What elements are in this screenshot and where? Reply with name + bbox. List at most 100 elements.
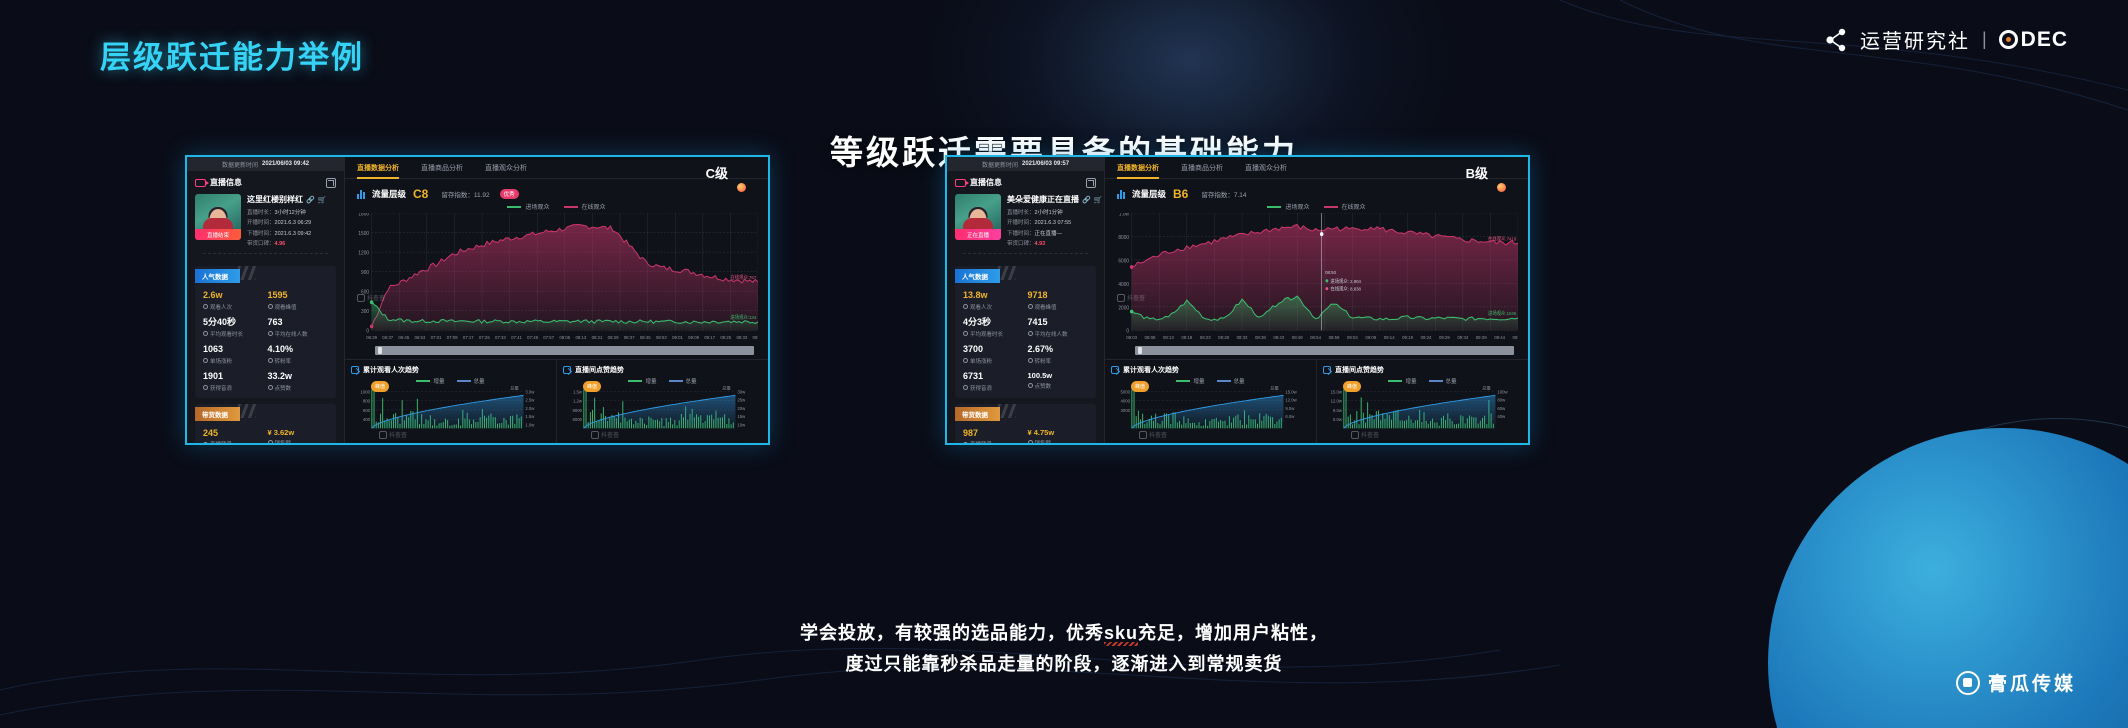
svg-text:09:44: 09:44 [1494,335,1505,340]
stat-grid: 2.6w 观看人次 1595 观看峰值 5分40秒 平均观看时长 763 平均在… [195,284,336,392]
anchor-avatar[interactable]: 正在直播 [955,194,1001,240]
watermark-box-icon [357,293,365,302]
svg-text:08:13: 08:13 [575,335,586,340]
chart-legend: 进场观众 在线观众 [345,202,768,211]
tab-2[interactable]: 直播观众分析 [1245,165,1287,172]
fans-icon [203,358,208,364]
stat-value: 3700 [963,343,984,354]
sub-chart-legend: 增量 总量 [563,377,762,385]
anchor-detail-value: 2021.6.3 09:42 [274,230,312,237]
svg-text:08:50: 08:50 [1325,270,1336,275]
sub-chart-svg: 1000 800 600 400 3.0w2.5w2.0w1.5w1.0w 增量… [360,386,535,429]
heart-icon [1027,383,1033,389]
anchor-avatar[interactable]: 直播结束 [195,194,241,240]
chart-scrollbar[interactable] [1135,346,1514,355]
svg-text:0: 0 [366,329,369,335]
stat-card-title: 带货数据 [195,406,240,421]
stat-value: 33.2w [267,370,293,381]
coin-icon [267,440,273,443]
stat-card-popularity: 人气数据 2.6w 观看人次 1595 观看峰值 5分40秒 平均观看时长 [195,266,336,398]
svg-text:6.0w: 6.0w [1333,417,1343,422]
stat-label: 直播销量 [963,440,1024,443]
dashboard-panel-c-level[interactable]: 数据更新时间 2021/06/03 09:42 直播信息 直播结束 [185,155,770,445]
tab-0[interactable]: 直播数据分析 [357,163,399,179]
expand-icon[interactable] [563,366,571,374]
stat-item: 7415 平均在线人数 [1027,317,1089,338]
svg-text:08:45: 08:45 [640,335,651,340]
tier-title: 流量层级 [1132,189,1167,199]
svg-text:1.0w: 1.0w [525,423,535,428]
caption-line-2: 度过只能靠秒杀品走量的阶段，逐渐进入到常规卖货 [845,654,1283,674]
anchor-detail-row: 带货口碑：4.96 [247,241,286,247]
anchor-detail-row: 下播时间：正在直播— [1007,230,1063,237]
external-link-icon[interactable] [326,177,336,188]
stat-value: 245 [203,427,219,438]
svg-text:08:28: 08:28 [1218,335,1229,340]
legend-item: 进场观众 [1267,202,1310,211]
tab-0[interactable]: 直播数据分析 [1117,163,1159,179]
scrollbar-grip[interactable] [1138,347,1142,354]
watermark-text: 膏瓜传媒 [1987,674,2076,695]
svg-text:06:45: 06:45 [398,335,409,340]
stat-card-slash [238,403,256,418]
coin-icon [1027,440,1033,443]
stat-value: 2.67% [1027,343,1054,354]
svg-text:09:33: 09:33 [736,335,747,340]
peak-marker-badge: 峰值 [1131,381,1150,392]
external-link-icon[interactable] [1086,177,1096,188]
stat-label: 转粉率 [1027,357,1089,365]
stat-label: 直播销量 [203,440,264,443]
anchor-name[interactable]: 这里红楼别样红 🔗 🛒 [247,195,327,204]
retention-index: 留存指数：11.92 [441,192,490,199]
link-tag-icon: 🔗 [1082,196,1091,204]
tab-1[interactable]: 直播商品分析 [1181,165,1223,172]
anchor-detail-row: 直播时长：2小时1分钟 [1007,209,1063,216]
anchor-name[interactable]: 美朵爱健康正在直播 🔗 🛒 [1007,195,1103,204]
svg-text:进场观众:1046: 进场观众:1046 [1488,310,1517,317]
anchor-detail-value: 4.93 [1034,241,1046,247]
svg-text:4000: 4000 [1120,399,1130,404]
svg-text:60w: 60w [1497,406,1506,411]
svg-text:在线观众: 8,838: 在线观众: 8,838 [1330,285,1361,292]
update-time-bar: 数据更新时间 2021/06/03 09:42 [187,157,344,171]
stat-card-slash [238,266,256,280]
svg-text:09:09: 09:09 [688,335,699,340]
chart-scrollbar[interactable] [375,346,754,355]
camera-icon [955,178,969,187]
stat-label: 销售额 [267,439,329,443]
anchor-detail-value: 2021.6.3 07:55 [1034,220,1072,226]
expand-icon[interactable] [1323,366,1331,374]
peak-marker-badge: 峰值 [371,381,390,392]
chart-container: 1800 1500 1200 900 600 300 0 在线观众:767 进场观众:134… [345,211,768,344]
brand-name-en: DEC [1998,27,2068,52]
brand-en-text: DEC [2020,27,2068,51]
divider [963,253,1088,254]
expand-icon[interactable] [351,366,359,374]
stat-value: 987 [963,427,979,438]
traffic-trend-chart: 1.0w 8000 6000 4000 2000 0 在线观众:7418 进场观众:104… [1118,213,1518,340]
stat-item: 4分3秒 平均观看时长 [963,317,1024,338]
svg-text:0: 0 [1126,329,1129,335]
analysis-tabs: 直播数据分析 直播商品分析 直播观众分析 [345,157,768,179]
svg-text:07:41: 07:41 [511,335,522,340]
fans-icon [963,358,968,364]
svg-text:2000: 2000 [1118,305,1129,311]
stat-label: 点赞数 [1027,382,1089,390]
scrollbar-grip[interactable] [378,347,382,354]
expand-icon[interactable] [1111,366,1119,374]
dashboard-panel-b-level[interactable]: 数据更新时间 2021/06/03 09:57 直播信息 正在直播 [945,155,1530,445]
stat-item: 1901 获得音浪 [203,371,264,392]
clock-icon [203,331,208,337]
tab-2[interactable]: 直播观众分析 [485,165,527,172]
anchor-detail-row: 带货口碑：4.93 [1007,241,1046,247]
svg-text:08:38: 08:38 [1255,335,1266,340]
user-icon [267,331,273,337]
tab-1[interactable]: 直播商品分析 [421,165,463,172]
svg-text:总量: 总量 [1482,386,1491,392]
svg-text:15.0w: 15.0w [1331,389,1343,394]
stat-value: 5分40秒 [203,316,237,327]
svg-text:09:39: 09:39 [1476,335,1487,340]
inline-watermark: 抖查查 [1351,430,1379,439]
caption-sku: sku [1103,623,1139,643]
stat-label: 观看人次 [203,303,264,311]
